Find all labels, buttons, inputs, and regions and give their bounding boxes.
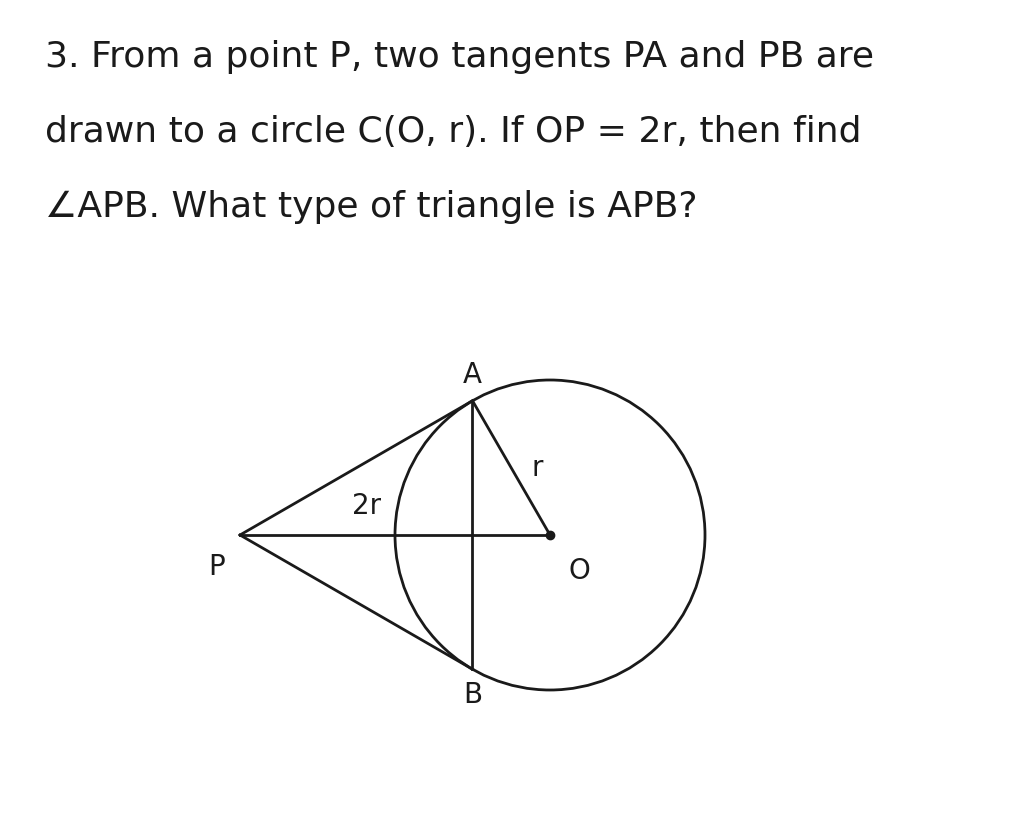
Text: 2r: 2r [351, 492, 381, 520]
Text: O: O [568, 557, 590, 585]
Text: B: B [463, 681, 482, 709]
Text: 3. From a point P, two tangents PA and PB are: 3. From a point P, two tangents PA and P… [45, 40, 874, 74]
Text: r: r [531, 454, 543, 482]
Text: drawn to a circle C(O, r). If OP = 2r, then find: drawn to a circle C(O, r). If OP = 2r, t… [45, 115, 861, 149]
Text: >: > [983, 423, 1009, 451]
Text: A: A [463, 361, 482, 389]
Text: NEXT: NEXT [976, 489, 1016, 504]
Text: P: P [208, 553, 225, 581]
Text: ∠APB. What type of triangle is APB?: ∠APB. What type of triangle is APB? [45, 190, 697, 224]
